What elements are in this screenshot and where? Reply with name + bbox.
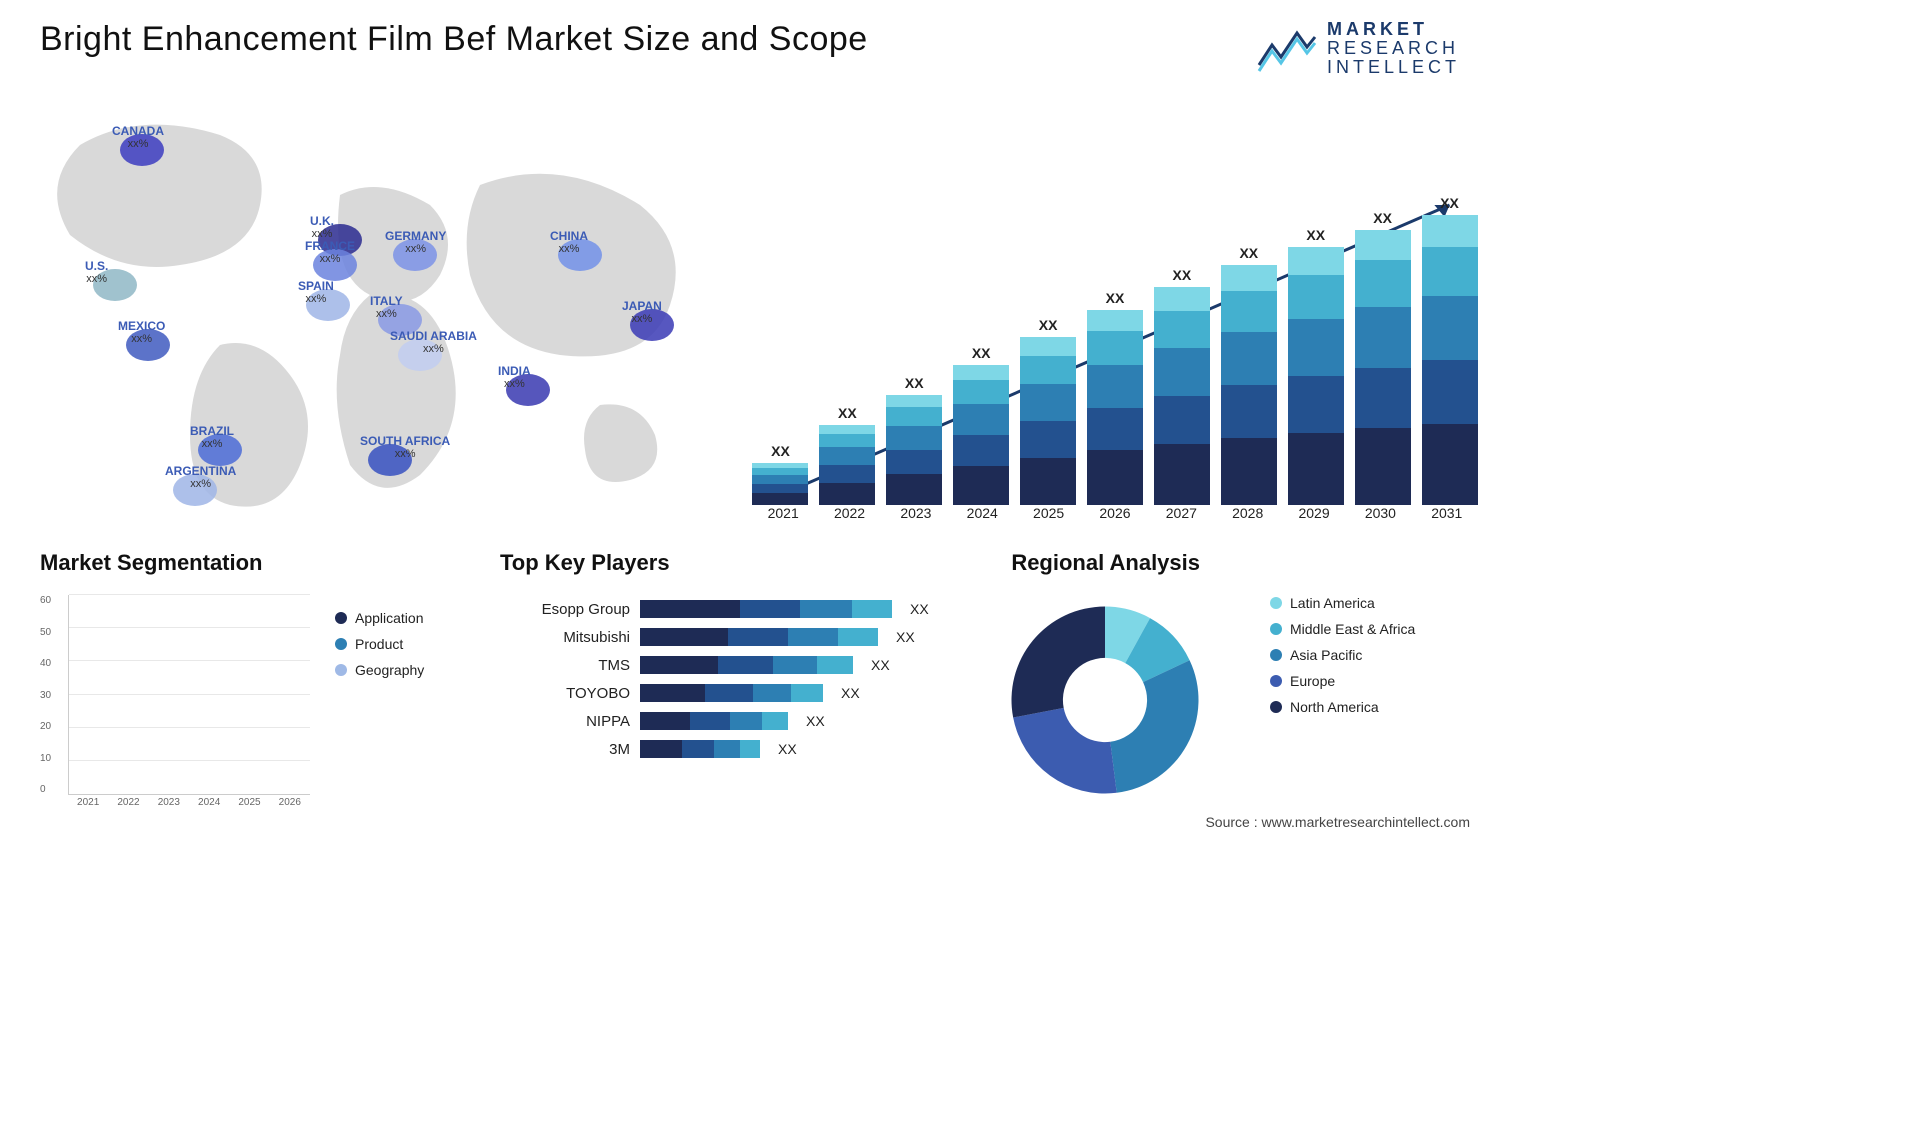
player-row-toyobo: TOYOBOXX [500,684,960,702]
map-label-brazil: BRAZILxx% [190,425,234,450]
map-label-japan: JAPANxx% [622,300,662,325]
map-label-france: FRANCExx% [305,240,355,265]
forecast-bar-2023: XX [884,375,945,505]
forecast-bar-2030: XX [1352,210,1413,505]
forecast-bar-2026: XX [1085,290,1146,505]
donut-slice-asia-pacific [1110,660,1198,793]
map-label-italy: ITALYxx% [370,295,403,320]
key-players-title: Top Key Players [500,550,670,576]
map-label-saudi-arabia: SAUDI ARABIAxx% [390,330,477,355]
brand-logo: MARKET RESEARCH INTELLECT [1257,20,1460,77]
forecast-bar-2024: XX [951,345,1012,505]
seg-legend-geography: Geography [335,662,424,678]
player-row-tms: TMSXX [500,656,960,674]
segmentation-legend: Application Product Geography [335,610,424,688]
forecast-bar-2021: XX [750,443,811,505]
region-legend-europe: Europe [1270,673,1415,689]
map-label-germany: GERMANYxx% [385,230,446,255]
map-label-south-africa: SOUTH AFRICAxx% [360,435,450,460]
player-row-nippa: NIPPAXX [500,712,960,730]
segmentation-panel: Market Segmentation 0102030405060 202120… [40,550,470,820]
player-row-3m: 3MXX [500,740,960,758]
map-label-spain: SPAINxx% [298,280,334,305]
logo-text-1: MARKET [1327,20,1460,39]
logo-icon [1257,23,1317,73]
regional-title: Regional Analysis [1011,550,1200,576]
forecast-bar-2031: XX [1419,195,1480,505]
forecast-bar-2027: XX [1151,267,1212,505]
region-legend-latin-america: Latin America [1270,595,1415,611]
map-label-mexico: MEXICOxx% [118,320,165,345]
forecast-bar-2022: XX [817,405,878,505]
logo-text-2: RESEARCH [1327,39,1460,58]
forecast-bar-2025: XX [1018,317,1079,505]
map-label-china: CHINAxx% [550,230,588,255]
map-label-india: INDIAxx% [498,365,531,390]
forecast-bar-2029: XX [1285,227,1346,505]
player-row-mitsubishi: MitsubishiXX [500,628,960,646]
donut-slice-europe [1013,708,1117,794]
seg-legend-application: Application [335,610,424,626]
logo-text-3: INTELLECT [1327,58,1460,77]
seg-legend-product: Product [335,636,424,652]
key-players-chart: Esopp GroupXX MitsubishiXX TMSXX TOYOBOXX NI… [500,600,960,768]
forecast-chart-panel: XXXXXXXXXXXXXXXXXXXXXX 20212022202320242… [750,105,1480,535]
map-label-u-k-: U.K.xx% [310,215,334,240]
map-label-argentina: ARGENTINAxx% [165,465,236,490]
region-legend-asia-pacific: Asia Pacific [1270,647,1415,663]
segmentation-title: Market Segmentation [40,550,263,576]
player-row-esopp-group: Esopp GroupXX [500,600,960,618]
world-map-panel: CANADAxx% U.S.xx% MEXICOxx% BRAZILxx% ARGENT… [40,105,710,535]
regional-legend: Latin America Middle East & Africa Asia Pa… [1270,595,1415,725]
region-legend-middle-east-africa: Middle East & Africa [1270,621,1415,637]
region-legend-north-america: North America [1270,699,1415,715]
map-label-canada: CANADAxx% [112,125,164,150]
regional-donut [990,590,1250,810]
map-label-u-s-: U.S.xx% [85,260,108,285]
donut-slice-north-america [1012,607,1106,718]
key-players-panel: Top Key Players Esopp GroupXX MitsubishiX… [500,550,960,820]
segmentation-chart: 0102030405060 202120222023202420252026 [40,595,310,815]
regional-panel: Regional Analysis Latin America Middle Ea… [990,550,1480,820]
forecast-bar-2028: XX [1218,245,1279,505]
source-text: Source : www.marketresearchintellect.com [1205,814,1470,830]
